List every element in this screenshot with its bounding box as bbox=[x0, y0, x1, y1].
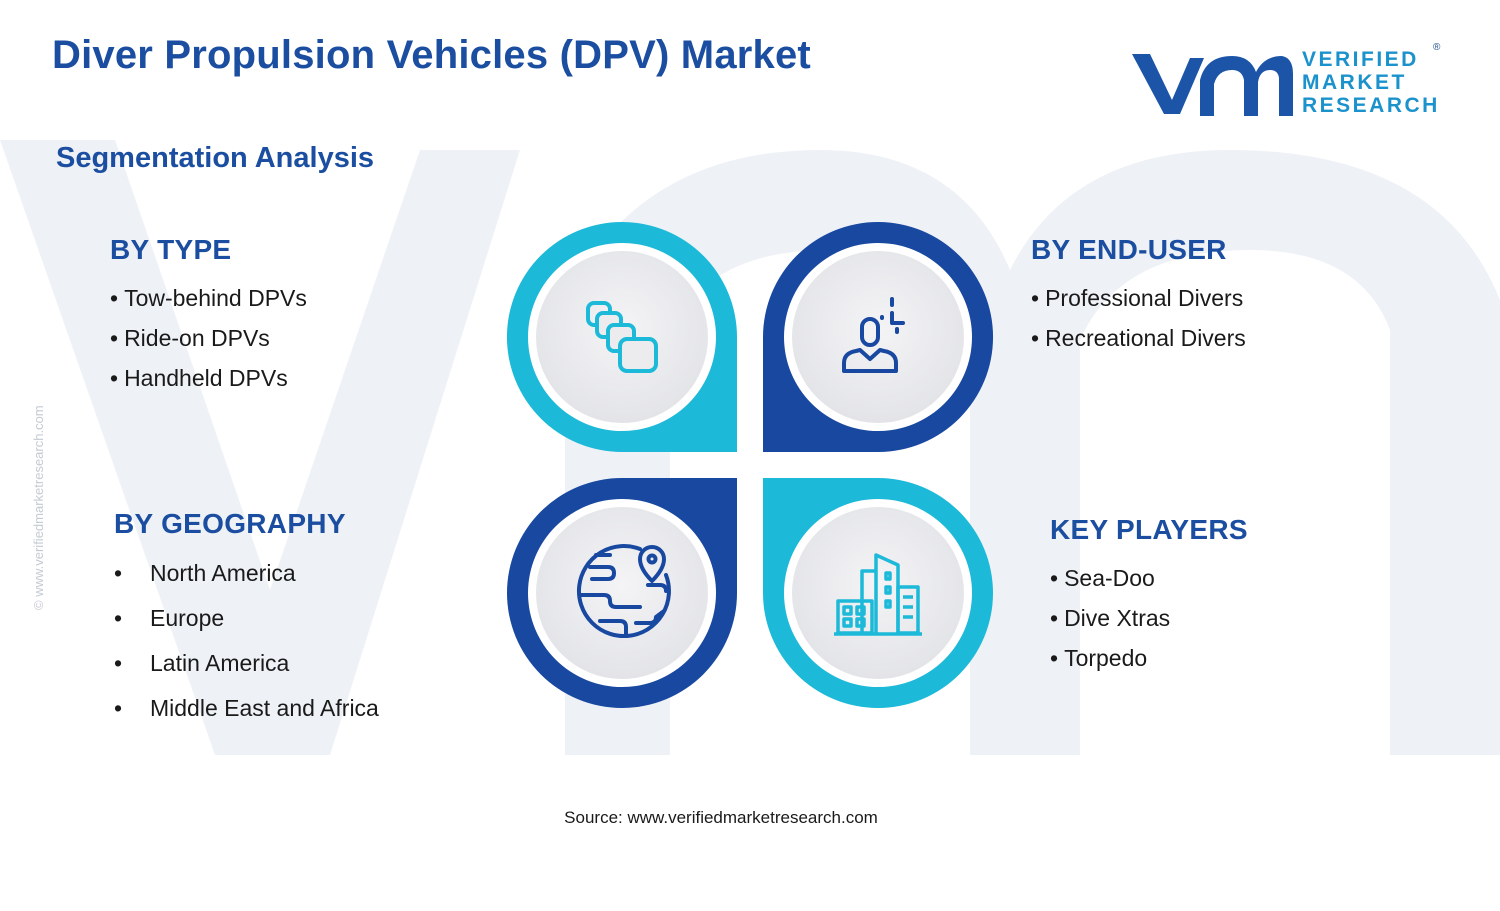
section-by-geography: BY GEOGRAPHY • North America • Europe • Lat… bbox=[114, 508, 379, 738]
logo-line-research: RESEARCH bbox=[1302, 94, 1440, 117]
list-item: • Europe bbox=[114, 605, 225, 631]
section-by-end-user: BY END-USER • Professional Divers • Recrea… bbox=[1031, 234, 1246, 364]
list-item-text: Torpedo bbox=[1064, 645, 1148, 671]
list-item: • Handheld DPVs bbox=[110, 365, 288, 391]
quadrant-bottom-left bbox=[507, 478, 737, 708]
list-item-text: Europe bbox=[150, 605, 225, 631]
user-profile-icon bbox=[842, 297, 905, 373]
list-item-text: Professional Divers bbox=[1045, 285, 1244, 311]
segmentation-quadrant-diagram bbox=[506, 222, 994, 708]
list-item: • Professional Divers bbox=[1031, 285, 1244, 311]
list-item: • Ride-on DPVs bbox=[110, 325, 270, 351]
by-end-user-list: • Professional Divers • Recreational Diver… bbox=[1031, 284, 1246, 364]
source-citation: Source: www.verifiedmarketresearch.com bbox=[564, 808, 878, 827]
by-geography-list: • North America • Europe • Latin America • M… bbox=[114, 558, 379, 738]
list-item: • Recreational Divers bbox=[1031, 325, 1246, 351]
list-item-text: Tow-behind DPVs bbox=[124, 285, 307, 311]
list-item-text: Dive Xtras bbox=[1064, 605, 1171, 631]
page-title: Diver Propulsion Vehicles (DPV) Market bbox=[52, 33, 811, 77]
logo-wordmark: VERIFIED MARKET RESEARCH bbox=[1302, 48, 1440, 117]
list-item-text: Recreational Divers bbox=[1045, 325, 1246, 351]
section-key-players: KEY PLAYERS • Sea-Doo • Dive Xtras • Torped… bbox=[1050, 514, 1248, 684]
list-item: • Middle East and Africa bbox=[114, 695, 379, 721]
brand-logo: VERIFIED MARKET RESEARCH ® bbox=[1128, 42, 1448, 124]
section-heading-key-players: KEY PLAYERS bbox=[1050, 514, 1248, 545]
list-item-text: Latin America bbox=[150, 650, 290, 676]
section-heading-by-geography: BY GEOGRAPHY bbox=[114, 508, 346, 539]
list-item: • Sea-Doo bbox=[1050, 565, 1155, 591]
globe-location-icon bbox=[576, 544, 671, 639]
city-buildings-icon bbox=[834, 553, 922, 636]
registered-mark: ® bbox=[1433, 42, 1441, 53]
list-item-text: Middle East and Africa bbox=[150, 695, 379, 721]
logo-line-market: MARKET bbox=[1302, 71, 1407, 94]
list-item: • Tow-behind DPVs bbox=[110, 285, 307, 311]
list-item: • North America bbox=[114, 560, 296, 586]
list-item-text: Ride-on DPVs bbox=[124, 325, 270, 351]
list-item: • Latin America bbox=[114, 650, 290, 676]
section-heading-by-end-user: BY END-USER bbox=[1031, 234, 1227, 265]
quadrant-bottom-right bbox=[763, 478, 993, 708]
vmr-logo-icon bbox=[1132, 54, 1293, 116]
list-item-text: Handheld DPVs bbox=[124, 365, 288, 391]
page-subtitle: Segmentation Analysis bbox=[56, 142, 375, 174]
section-by-type: BY TYPE • Tow-behind DPVs • Ride-on DPVs •… bbox=[110, 234, 307, 404]
section-heading-by-type: BY TYPE bbox=[110, 234, 232, 265]
list-item-text: North America bbox=[150, 560, 296, 586]
by-type-list: • Tow-behind DPVs • Ride-on DPVs • Handheld… bbox=[110, 284, 307, 404]
list-item: • Torpedo bbox=[1050, 645, 1148, 671]
side-watermark-url: © www.verifiedmarketresearch.com bbox=[31, 405, 46, 610]
key-players-list: • Sea-Doo • Dive Xtras • Torpedo bbox=[1050, 564, 1248, 684]
list-item-text: Sea-Doo bbox=[1064, 565, 1155, 591]
list-item: • Dive Xtras bbox=[1050, 605, 1171, 631]
logo-line-verified: VERIFIED bbox=[1302, 48, 1419, 71]
stacked-cards-icon bbox=[586, 301, 658, 373]
